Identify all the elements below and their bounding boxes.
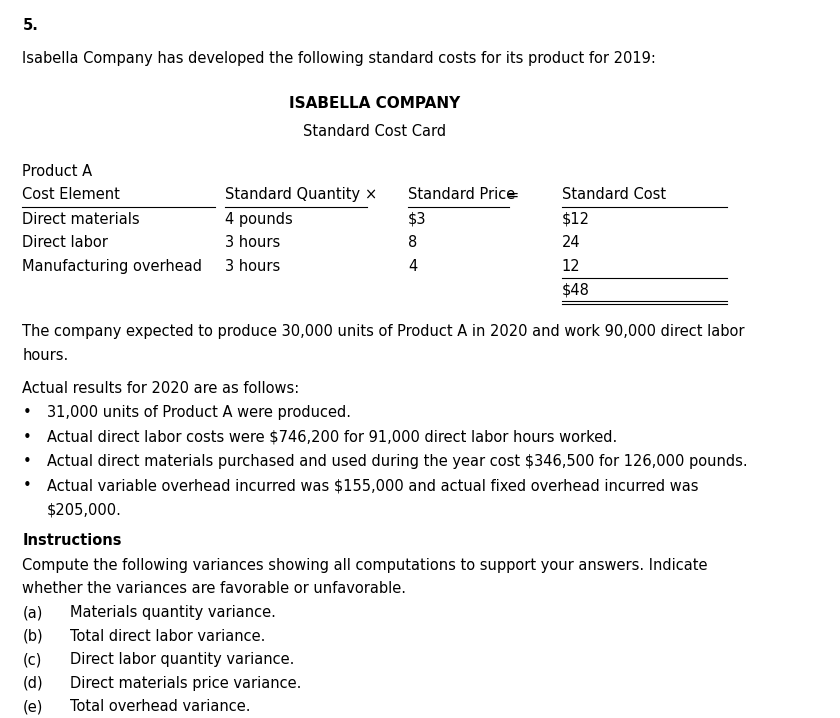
Text: Product A: Product A — [23, 164, 92, 179]
Text: Instructions: Instructions — [23, 533, 122, 548]
Text: 8: 8 — [408, 236, 417, 251]
Text: whether the variances are favorable or unfavorable.: whether the variances are favorable or u… — [23, 582, 407, 597]
Text: 4 pounds: 4 pounds — [224, 212, 292, 227]
Text: Actual results for 2020 are as follows:: Actual results for 2020 are as follows: — [23, 381, 300, 396]
Text: $12: $12 — [562, 212, 590, 227]
Text: 31,000 units of Product A were produced.: 31,000 units of Product A were produced. — [47, 406, 351, 421]
Text: Compute the following variances showing all computations to support your answers: Compute the following variances showing … — [23, 558, 708, 573]
Text: (c): (c) — [23, 652, 42, 667]
Text: (d): (d) — [23, 676, 43, 691]
Text: 4: 4 — [408, 259, 417, 274]
Text: Total overhead variance.: Total overhead variance. — [70, 699, 250, 714]
Text: •: • — [23, 406, 31, 421]
Text: Manufacturing overhead: Manufacturing overhead — [23, 259, 202, 274]
Text: Cost Element: Cost Element — [23, 187, 120, 202]
Text: $3: $3 — [408, 212, 427, 227]
Text: Direct labor quantity variance.: Direct labor quantity variance. — [70, 652, 294, 667]
Text: •: • — [23, 430, 31, 445]
Text: Direct labor: Direct labor — [23, 236, 108, 251]
Text: •: • — [23, 478, 31, 493]
Text: Actual variable overhead incurred was $155,000 and actual fixed overhead incurre: Actual variable overhead incurred was $1… — [47, 478, 699, 493]
Text: $205,000.: $205,000. — [47, 503, 122, 518]
Text: hours.: hours. — [23, 348, 69, 363]
Text: 12: 12 — [562, 259, 580, 274]
Text: (a): (a) — [23, 605, 43, 620]
Text: Standard Cost Card: Standard Cost Card — [303, 124, 446, 139]
Text: (e): (e) — [23, 699, 43, 714]
Text: Actual direct materials purchased and used during the year cost $346,500 for 126: Actual direct materials purchased and us… — [47, 454, 748, 469]
Text: Standard Quantity: Standard Quantity — [224, 187, 360, 202]
Text: $48: $48 — [562, 282, 590, 297]
Text: The company expected to produce 30,000 units of Product A in 2020 and work 90,00: The company expected to produce 30,000 u… — [23, 324, 745, 339]
Text: Direct materials price variance.: Direct materials price variance. — [70, 676, 301, 691]
Text: 3 hours: 3 hours — [224, 259, 280, 274]
Text: =: = — [507, 187, 519, 202]
Text: •: • — [23, 454, 31, 469]
Text: ISABELLA COMPANY: ISABELLA COMPANY — [289, 95, 460, 111]
Text: Materials quantity variance.: Materials quantity variance. — [70, 605, 276, 620]
Text: 3 hours: 3 hours — [224, 236, 280, 251]
Text: Total direct labor variance.: Total direct labor variance. — [70, 629, 265, 643]
Text: 24: 24 — [562, 236, 580, 251]
Text: Direct materials: Direct materials — [23, 212, 140, 227]
Text: Actual direct labor costs were $746,200 for 91,000 direct labor hours worked.: Actual direct labor costs were $746,200 … — [47, 430, 617, 445]
Text: Standard Price: Standard Price — [408, 187, 516, 202]
Text: Isabella Company has developed the following standard costs for its product for : Isabella Company has developed the follo… — [23, 52, 656, 67]
Text: ×: × — [365, 187, 377, 202]
Text: (b): (b) — [23, 629, 43, 643]
Text: 5.: 5. — [23, 18, 39, 33]
Text: Standard Cost: Standard Cost — [562, 187, 666, 202]
